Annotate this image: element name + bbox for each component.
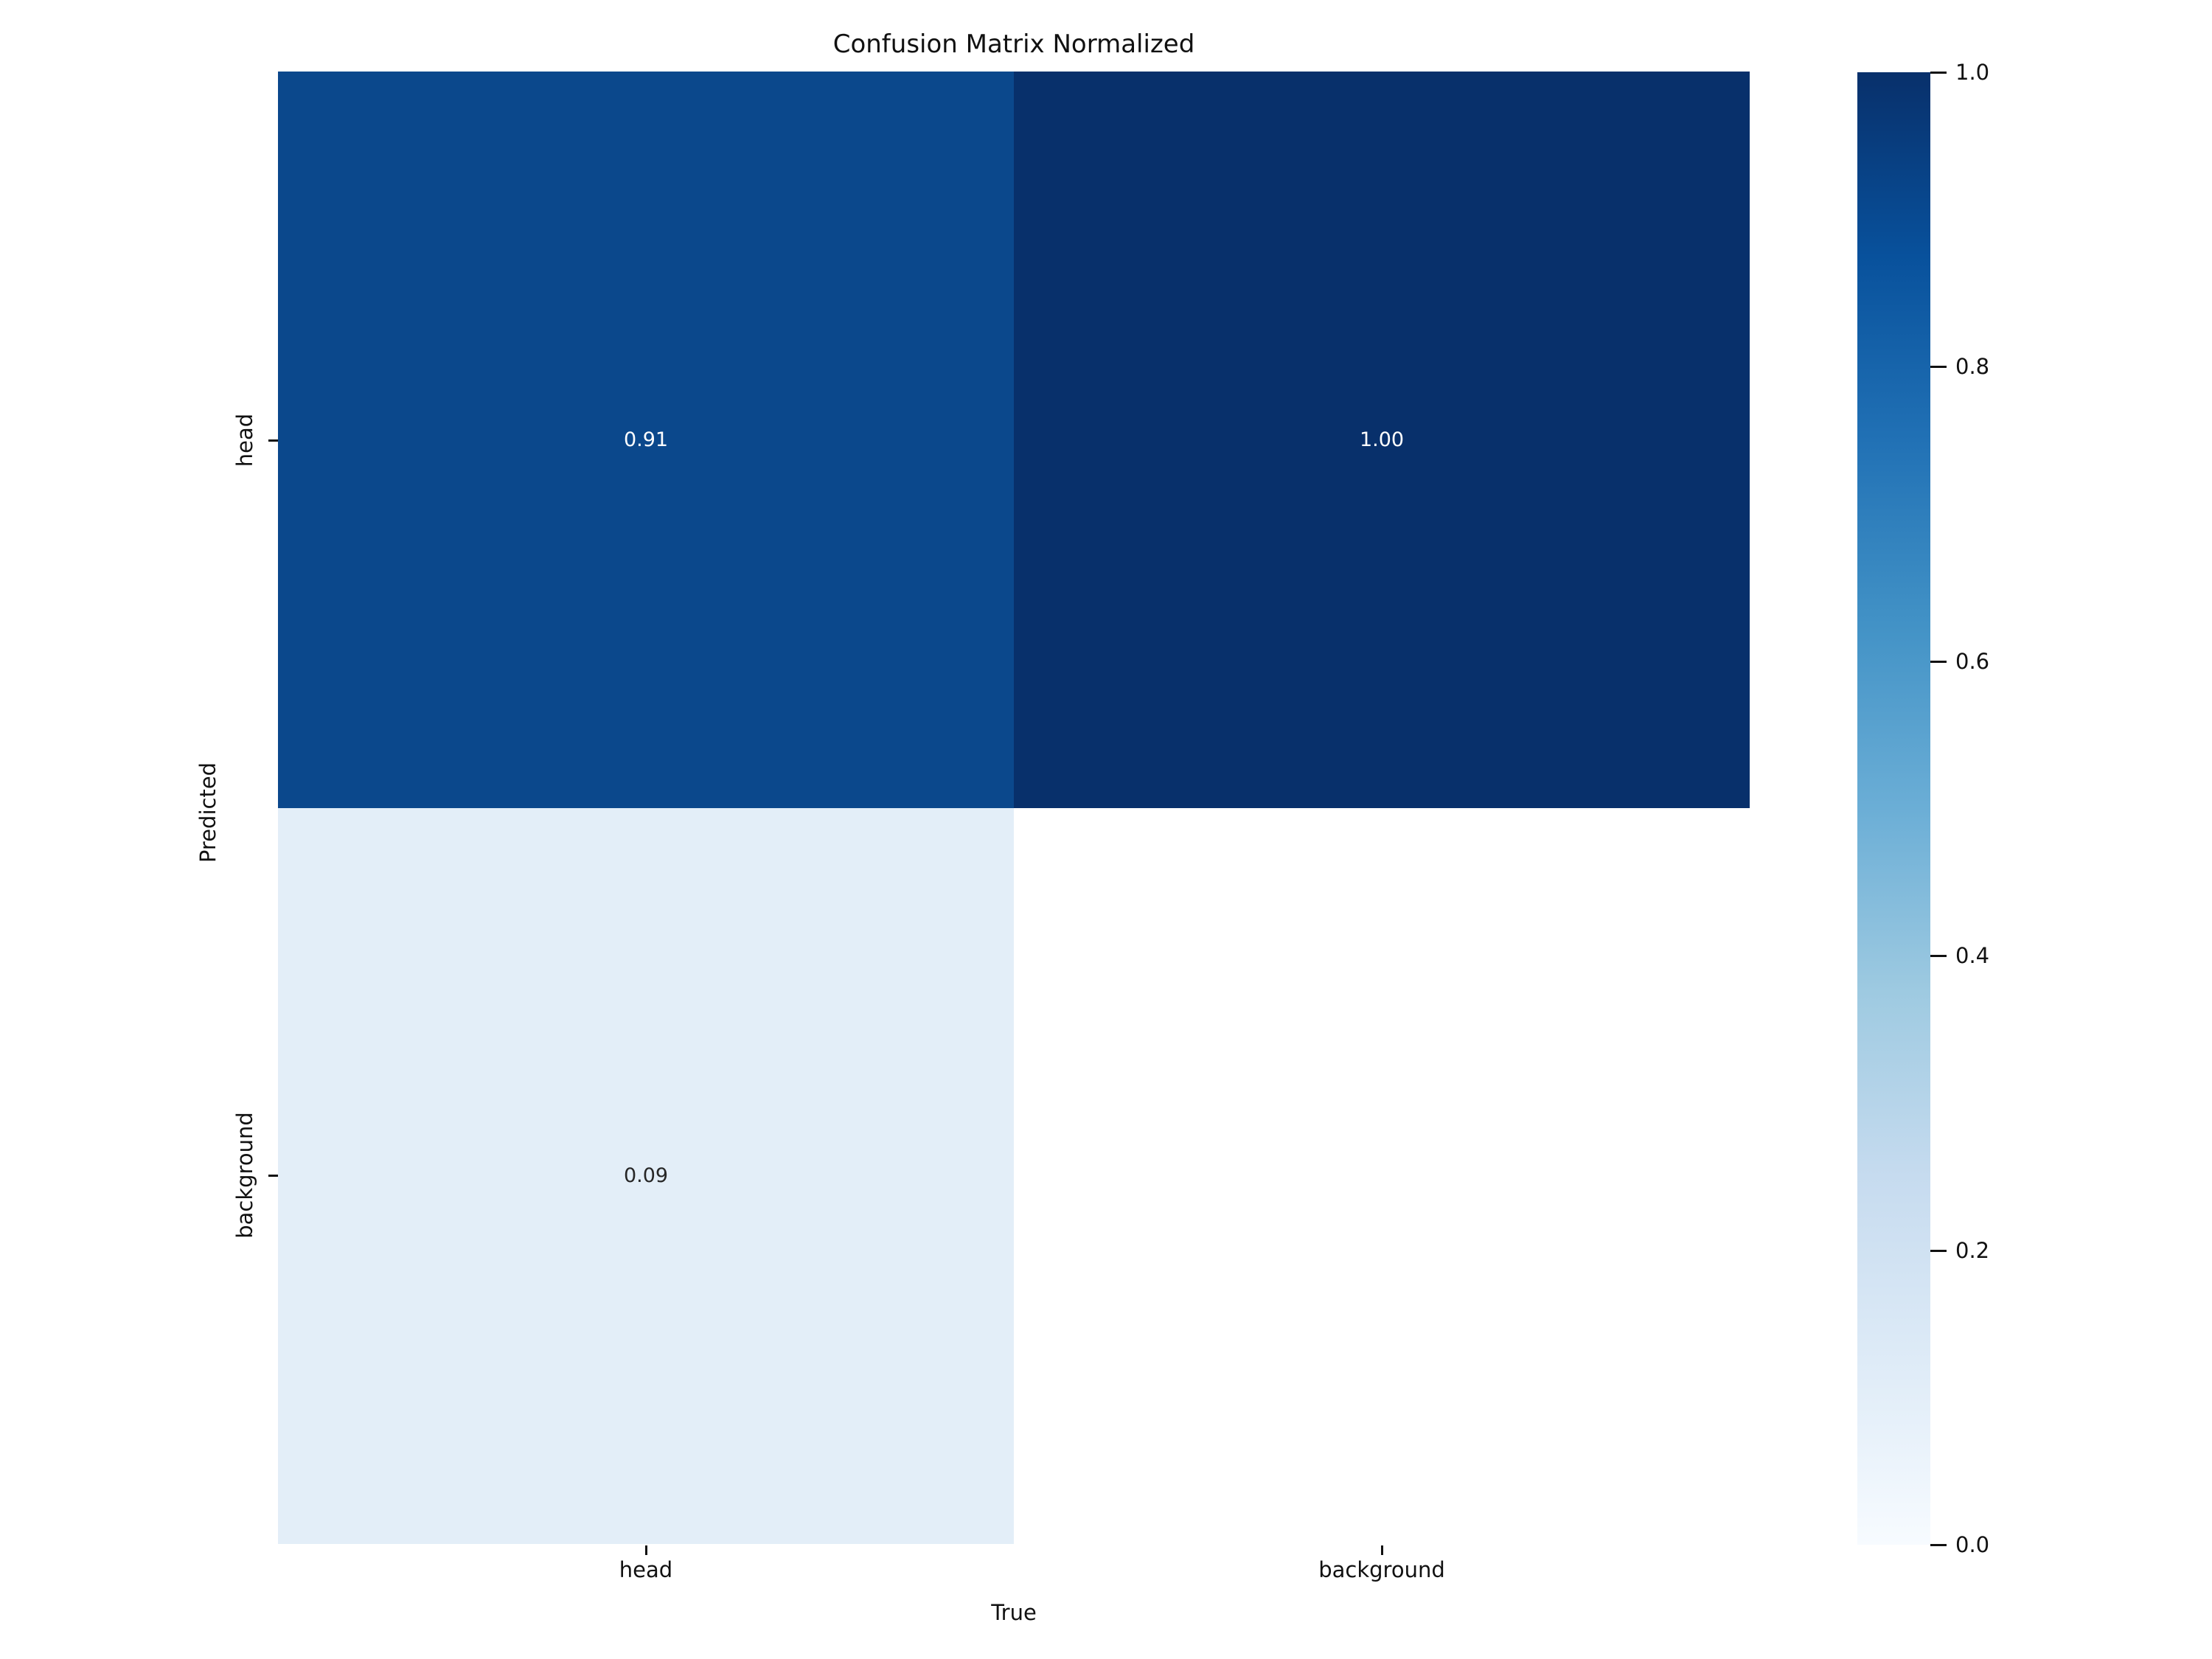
colorbar-tick-label: 0.2: [1955, 1238, 1990, 1263]
colorbar-tick-label: 0.6: [1955, 649, 1990, 674]
heatmap-cell-pred-head-true-head: 0.91: [278, 72, 1014, 808]
chart-title: Confusion Matrix Normalized: [832, 29, 1195, 59]
colorbar-tick-label: 0.8: [1955, 354, 1990, 379]
colorbar-tick-0.2: [1930, 1250, 1947, 1252]
cell-value: 1.00: [1359, 428, 1405, 451]
x-tick-label-background: background: [1318, 1557, 1445, 1582]
colorbar-tick-label: 0.0: [1955, 1532, 1990, 1557]
cell-value: 0.09: [623, 1164, 669, 1188]
x-tick-label-head: head: [619, 1557, 673, 1582]
y-axis-label: Predicted: [195, 762, 220, 863]
x-tick-background: [1381, 1545, 1383, 1555]
y-tick-label-background: background: [232, 1112, 257, 1239]
heatmap: 0.91 1.00 0.09: [278, 72, 1750, 1544]
colorbar-tick-0.0: [1930, 1544, 1947, 1546]
heatmap-cell-pred-head-true-background: 1.00: [1014, 72, 1750, 808]
colorbar-tick-0.8: [1930, 366, 1947, 368]
colorbar-tick-0.4: [1930, 955, 1947, 957]
y-tick-head: [268, 439, 278, 442]
colorbar: [1857, 72, 1930, 1545]
x-axis-label: True: [991, 1600, 1037, 1625]
y-tick-label-head: head: [232, 413, 257, 467]
x-tick-head: [645, 1545, 647, 1555]
cell-value: 0.91: [623, 428, 669, 451]
heatmap-cell-pred-background-true-background: [1014, 807, 1750, 1544]
heatmap-cell-pred-background-true-head: 0.09: [278, 807, 1014, 1544]
colorbar-tick-1.0: [1930, 72, 1947, 74]
colorbar-tick-label: 1.0: [1955, 60, 1990, 85]
colorbar-tick-label: 0.4: [1955, 943, 1990, 968]
y-tick-background: [268, 1175, 278, 1177]
colorbar-tick-0.6: [1930, 661, 1947, 663]
